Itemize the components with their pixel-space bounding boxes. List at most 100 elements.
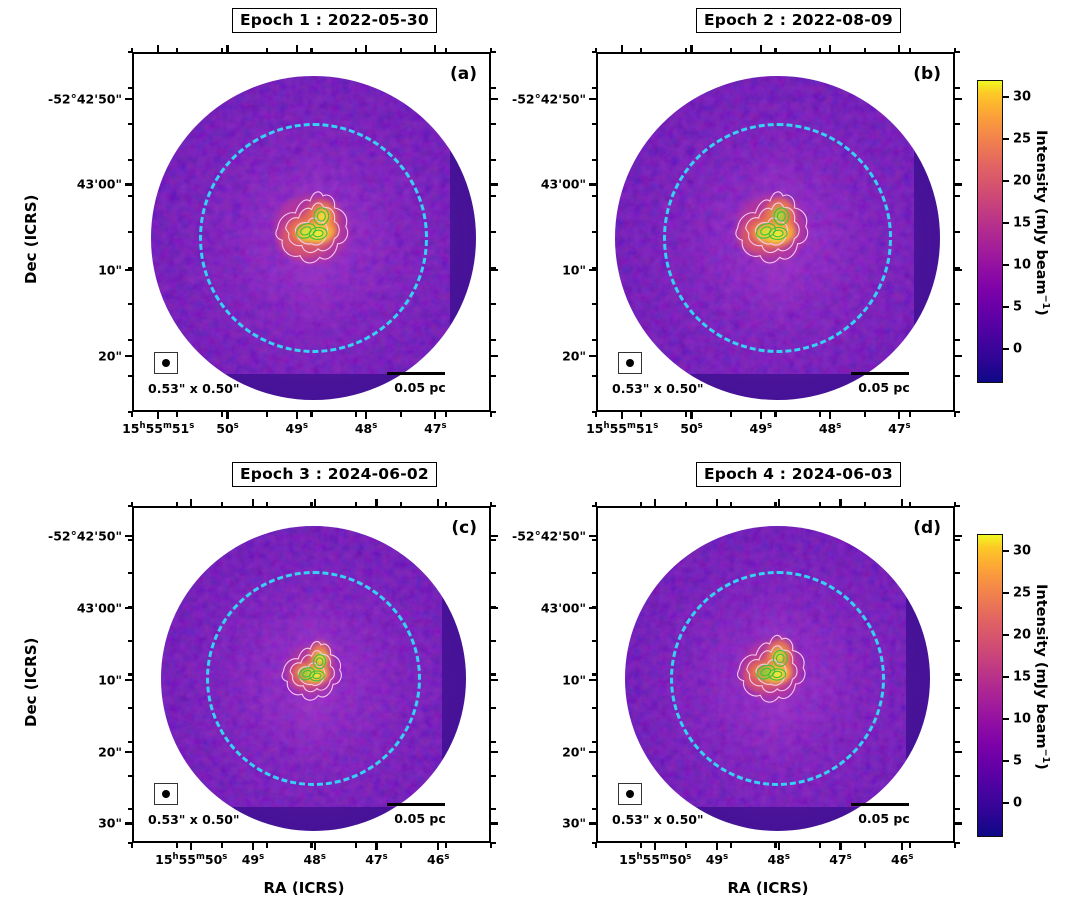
x-major-tick [715, 499, 719, 506]
x-minor-tick [909, 412, 912, 417]
x-minor-tick [489, 501, 493, 506]
x-minor-tick [220, 843, 223, 848]
x-minor-tick [355, 412, 358, 417]
y-tick-label: -52°42'50" [512, 91, 586, 107]
y-minor-tick [591, 374, 596, 378]
y-minor-tick [955, 302, 960, 306]
colorbar-tick [1003, 633, 1009, 637]
x-major-tick [901, 843, 904, 850]
central-emission-region [728, 184, 814, 269]
y-minor-tick [955, 86, 960, 90]
x-major-tick [898, 45, 901, 52]
colorbar-tick [1003, 137, 1009, 140]
x-major-tick [839, 843, 842, 850]
colorbar-tick [1003, 95, 1009, 98]
colorbar-title-paren: ) [1033, 762, 1050, 770]
beam-size-box [154, 783, 178, 805]
x-major-tick [190, 499, 193, 506]
y-major-tick [491, 355, 498, 358]
y-tick-label: 10" [98, 262, 122, 278]
x-major-tick [828, 45, 832, 52]
y-major-tick [589, 355, 596, 358]
x-tick-label: 46s [890, 852, 914, 868]
y-major-tick [955, 535, 962, 538]
x-tick-label: 15h55m51s [586, 421, 659, 437]
y-minor-tick [491, 50, 496, 54]
colorbar-tick [1003, 221, 1009, 225]
x-minor-tick [909, 843, 912, 848]
colorbar-tick-label: 20 [1013, 173, 1032, 189]
x-minor-tick [729, 501, 732, 506]
x-tick-label: 49s [285, 421, 308, 437]
x-major-tick [251, 843, 255, 850]
x-major-tick [364, 412, 368, 419]
x-minor-tick [310, 843, 313, 848]
y-minor-tick [491, 374, 496, 378]
intensity-contours [278, 635, 345, 705]
y-minor-tick [127, 572, 132, 575]
y-tick-label: 30" [98, 815, 122, 831]
y-minor-tick [127, 86, 132, 90]
x-minor-tick [265, 843, 268, 848]
colorbar-tick [1003, 264, 1009, 267]
x-minor-tick [953, 412, 957, 417]
y-minor-tick [491, 538, 496, 541]
x-major-tick [434, 45, 437, 52]
x-minor-tick [400, 412, 403, 417]
scale-bar-label: 0.05 pc [394, 811, 446, 826]
x-major-tick [295, 45, 298, 52]
beam-size-label: 0.53" x 0.50" [612, 812, 704, 827]
colorbar-tick-label: 0 [1013, 341, 1023, 357]
y-tick-label: 20" [98, 348, 122, 364]
y-minor-tick [955, 808, 960, 811]
x-minor-tick [355, 843, 358, 848]
panel-title-c: Epoch 3 : 2024-06-02 [232, 462, 437, 487]
scale-bar [387, 372, 445, 376]
x-minor-tick [953, 843, 957, 848]
x-minor-tick [774, 47, 777, 52]
central-emission-region [733, 628, 809, 708]
y-minor-tick [491, 841, 496, 845]
beam-size-box [618, 783, 642, 805]
x-tick-label: 48s [767, 852, 790, 868]
y-minor-tick [591, 774, 596, 777]
y-minor-tick [591, 266, 596, 270]
y-minor-tick [127, 774, 132, 777]
y-minor-tick [955, 374, 960, 378]
panel-title-a: Epoch 1 : 2022-05-30 [232, 8, 437, 33]
y-major-tick [125, 535, 132, 538]
plot-area-a: (a) 0.53" x 0.50" 0.05 pc [132, 52, 491, 412]
y-major-tick [589, 678, 596, 681]
y-major-tick [955, 269, 962, 272]
colorbar-title: Intensity (mJy beam−1) [1033, 130, 1051, 316]
scale-bar [851, 372, 909, 376]
colorbar-tick [1003, 591, 1009, 594]
y-minor-tick [491, 707, 496, 710]
y-tick-label: 10" [562, 672, 586, 688]
x-tick-label: 49s [749, 421, 772, 437]
x-minor-tick [400, 501, 403, 506]
x-minor-tick [864, 47, 867, 52]
y-minor-tick [491, 230, 496, 234]
y-minor-tick [955, 538, 960, 541]
x-major-tick [621, 45, 624, 52]
x-tick-label: 46s [426, 852, 450, 868]
intensity-contours [731, 184, 812, 269]
x-major-tick [777, 499, 780, 506]
y-minor-tick [955, 504, 960, 508]
y-minor-tick [955, 266, 960, 270]
beam-size-label: 0.53" x 0.50" [148, 812, 240, 827]
y-major-tick [125, 607, 132, 610]
x-minor-tick [639, 501, 642, 506]
y-minor-tick [955, 572, 960, 575]
x-tick-label: 47s [888, 421, 911, 437]
x-minor-tick [684, 843, 687, 848]
panel-letter: (c) [451, 518, 477, 538]
y-minor-tick [491, 194, 496, 198]
y-major-tick [491, 97, 498, 100]
x-minor-tick [684, 47, 687, 52]
x-minor-tick [445, 501, 448, 506]
y-major-tick [955, 607, 962, 610]
y-major-tick [491, 678, 498, 681]
y-minor-tick [591, 338, 596, 342]
